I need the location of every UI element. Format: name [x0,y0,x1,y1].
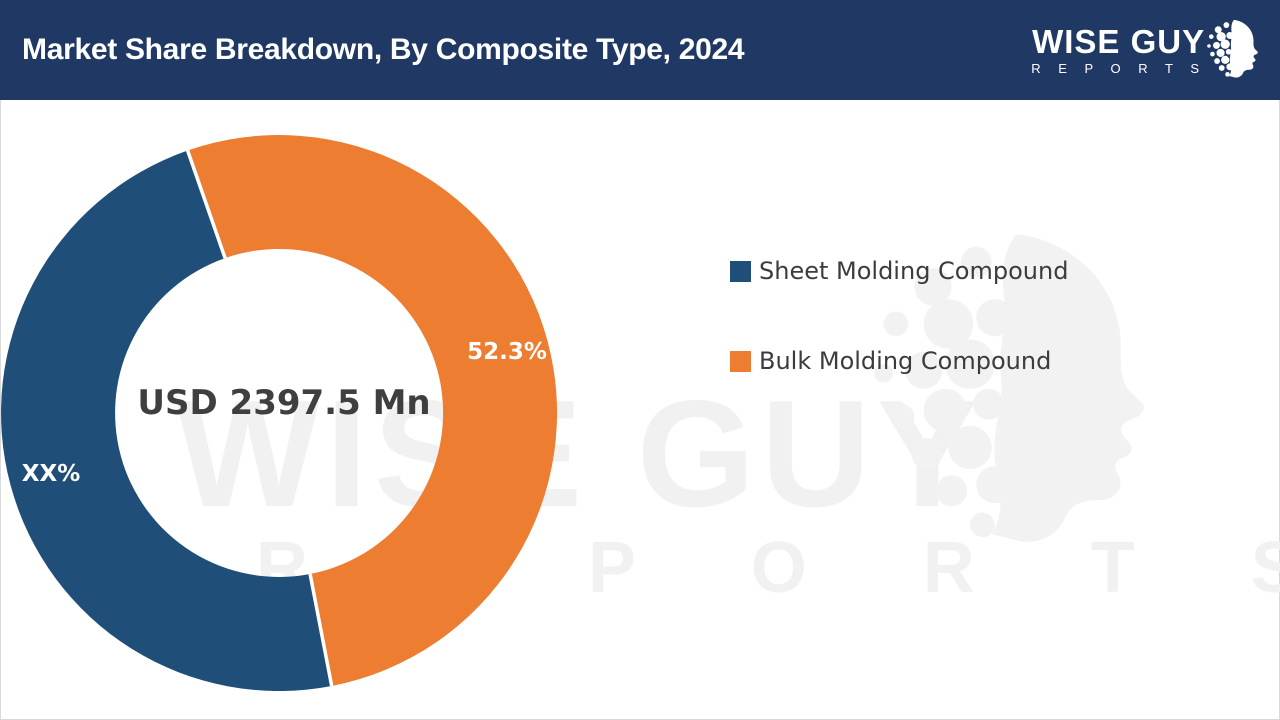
slice-value-label-0: 52.3% [467,339,547,365]
legend-item-1: Bulk Molding Compound [730,347,1068,375]
page-title: Market Share Breakdown, By Composite Typ… [22,33,745,66]
header-bar: Market Share Breakdown, By Composite Typ… [0,0,1280,100]
watermark-text-wiseguy: WISE GUY [176,369,985,539]
legend-item-0: Sheet Molding Compound [730,257,1069,285]
legend-swatch-icon [730,260,751,282]
brand-logo-text: WISE GUY R E P O R T S [1031,25,1206,75]
slice-separator [185,149,227,259]
brand-subtitle: R E P O R T S [1031,61,1206,76]
donut-slice-0 [187,135,557,686]
chart-legend: Sheet Molding Compound Bulk Molding Compo… [730,257,1069,438]
brand-logo: WISE GUY R E P O R T S [1031,17,1260,83]
slice-separator [308,573,334,687]
brand-face-icon [1202,17,1260,83]
legend-label: Bulk Molding Compound [759,347,1052,375]
legend-swatch-icon [730,350,751,372]
legend-label: Sheet Molding Compound [759,257,1069,285]
slice-value-label-1: XX% [21,461,81,487]
donut-center-value: USD 2397.5 Mn [137,383,431,423]
donut-slice-1 [1,150,332,691]
donut-chart: USD 2397.5 Mn 52.3% XX% [1,135,557,691]
donut-svg [1,135,557,691]
brand-name: WISE GUY [1032,23,1206,60]
chart-canvas: WISE GUY R E P O R T S USD 2397.5 Mn 52.… [0,100,1280,720]
